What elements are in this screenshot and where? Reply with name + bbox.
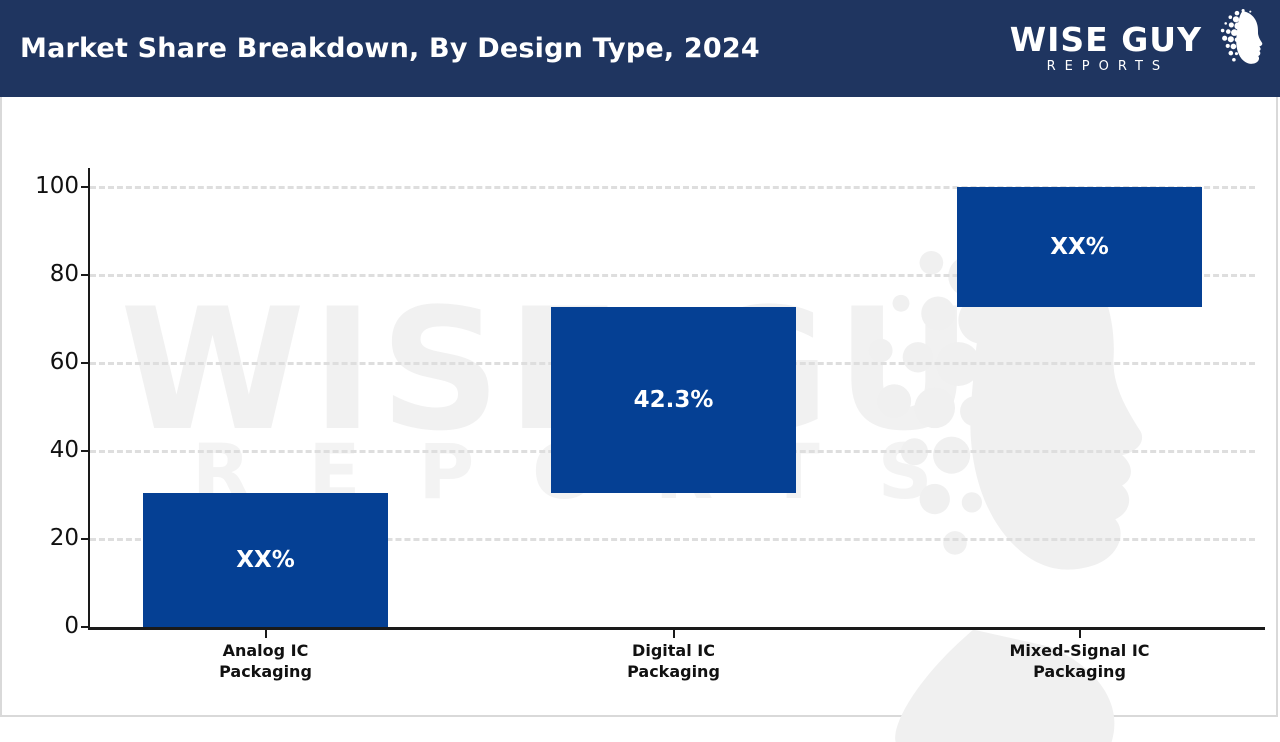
y-tick-label-20: 20 — [49, 525, 79, 551]
bar-value-label-3: XX% — [1050, 234, 1109, 261]
brand-subtitle: REPORTS — [1046, 59, 1170, 74]
wiseguy-head-icon — [1206, 8, 1270, 90]
x-tick-2 — [672, 629, 675, 638]
gridline-80 — [90, 274, 1255, 277]
y-tick-label-40: 40 — [49, 437, 79, 463]
y-tick-60 — [81, 362, 90, 364]
bar-value-label-2: 42.3% — [633, 387, 714, 414]
x-category-line: Packaging — [627, 661, 720, 681]
x-category-line: Packaging — [219, 661, 312, 681]
x-tick-1 — [264, 629, 267, 638]
brand-logo: WISE GUY REPORTS — [1010, 8, 1270, 90]
bar-3: XX% — [957, 187, 1202, 308]
x-category-label-2: Digital IC Packaging — [544, 641, 804, 683]
page-title: Market Share Breakdown, By Design Type, … — [20, 33, 760, 64]
x-category-label-1: Analog IC Packaging — [136, 641, 396, 683]
y-tick-20 — [81, 538, 90, 540]
x-category-line: Packaging — [1033, 661, 1126, 681]
brand-name: WISE GUY — [1009, 20, 1202, 59]
y-tick-label-60: 60 — [49, 349, 79, 375]
bar-value-label-1: XX% — [236, 547, 295, 574]
bar-1: XX% — [143, 493, 388, 627]
gridline-20 — [90, 538, 1255, 541]
x-tick-3 — [1078, 629, 1081, 638]
bar-2: 42.3% — [551, 307, 796, 494]
y-tick-100 — [81, 186, 90, 188]
y-tick-80 — [81, 274, 90, 276]
gridline-100 — [90, 186, 1255, 189]
x-axis-line — [88, 627, 1265, 630]
y-tick-label-0: 0 — [64, 613, 79, 639]
y-axis-line — [88, 168, 90, 629]
y-tick-0 — [81, 626, 90, 628]
x-category-line: Digital IC — [632, 641, 715, 660]
y-tick-label-100: 100 — [35, 173, 79, 199]
x-category-label-3: Mixed-Signal IC Packaging — [950, 641, 1210, 683]
x-category-line: Mixed-Signal IC — [1009, 641, 1150, 660]
watermark-head-icon — [762, 202, 1202, 742]
y-tick-40 — [81, 450, 90, 452]
header-bar: Market Share Breakdown, By Design Type, … — [0, 0, 1280, 97]
x-category-line: Analog IC — [222, 641, 309, 660]
brand-wordmark: WISE GUY REPORTS — [1010, 23, 1202, 74]
y-tick-label-80: 80 — [49, 261, 79, 287]
